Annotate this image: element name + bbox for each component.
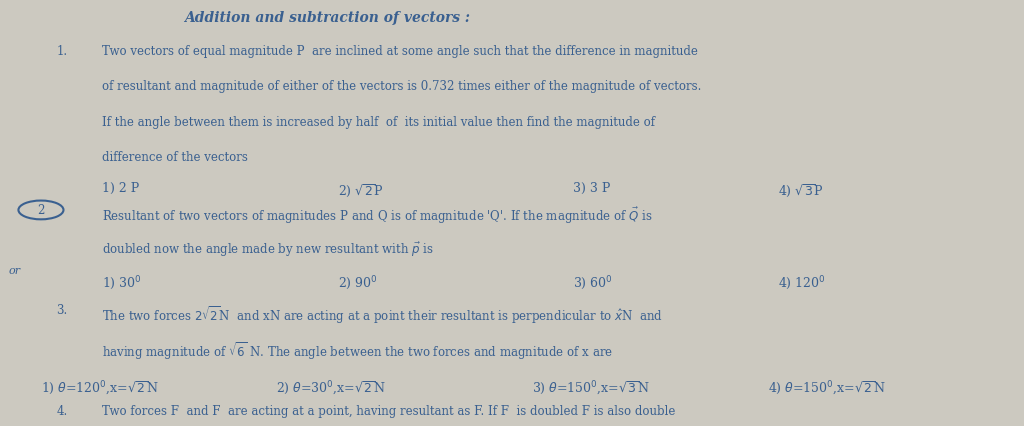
Text: 1) 2 P: 1) 2 P bbox=[102, 182, 139, 195]
Text: 1) 30$^0$: 1) 30$^0$ bbox=[102, 274, 142, 291]
Text: 3) 3 P: 3) 3 P bbox=[573, 182, 610, 195]
Text: 2) 90$^0$: 2) 90$^0$ bbox=[338, 274, 378, 291]
Text: or: or bbox=[8, 265, 20, 275]
Text: having magnitude of $\sqrt{6}$ N. The angle between the two forces and magnitude: having magnitude of $\sqrt{6}$ N. The an… bbox=[102, 339, 613, 361]
Text: Two forces F  and F  are acting at a point, having resultant as F. If F  is doub: Two forces F and F are acting at a point… bbox=[102, 404, 676, 417]
Text: 4) 120$^0$: 4) 120$^0$ bbox=[778, 274, 826, 291]
Text: 3) 60$^0$: 3) 60$^0$ bbox=[573, 274, 613, 291]
Text: 2) $\theta$=30$^0$,x=$\sqrt{2}$N: 2) $\theta$=30$^0$,x=$\sqrt{2}$N bbox=[276, 379, 386, 396]
Text: Two vectors of equal magnitude P  are inclined at some angle such that the diffe: Two vectors of equal magnitude P are inc… bbox=[102, 45, 698, 58]
Text: 3) $\theta$=150$^0$,x=$\sqrt{3}$N: 3) $\theta$=150$^0$,x=$\sqrt{3}$N bbox=[532, 379, 650, 396]
Text: doubled now the angle made by new resultant with $\vec{p}$ is: doubled now the angle made by new result… bbox=[102, 241, 434, 259]
Text: 2: 2 bbox=[37, 204, 45, 217]
Text: 2) $\sqrt{2}$P: 2) $\sqrt{2}$P bbox=[338, 182, 384, 199]
Text: 4) $\sqrt{3}$P: 4) $\sqrt{3}$P bbox=[778, 182, 824, 199]
Text: 1) $\theta$=120$^0$,x=$\sqrt{2}$N: 1) $\theta$=120$^0$,x=$\sqrt{2}$N bbox=[41, 379, 159, 396]
Text: Addition and subtraction of vectors :: Addition and subtraction of vectors : bbox=[184, 11, 470, 25]
Text: 4.: 4. bbox=[56, 404, 68, 417]
Text: If the angle between them is increased by half  of  its initial value then find : If the angle between them is increased b… bbox=[102, 115, 655, 128]
Text: difference of the vectors: difference of the vectors bbox=[102, 151, 248, 164]
Text: 3.: 3. bbox=[56, 304, 68, 317]
Text: The two forces $2\sqrt{2}$N  and xN are acting at a point their resultant is per: The two forces $2\sqrt{2}$N and xN are a… bbox=[102, 304, 664, 325]
Text: Resultant of two vectors of magnitudes P and Q is of magnitude 'Q'. If the magni: Resultant of two vectors of magnitudes P… bbox=[102, 205, 653, 225]
Text: of resultant and magnitude of either of the vectors is 0.732 times either of the: of resultant and magnitude of either of … bbox=[102, 80, 701, 93]
Text: 4) $\theta$=150$^0$,x=$\sqrt{2}$N: 4) $\theta$=150$^0$,x=$\sqrt{2}$N bbox=[768, 379, 886, 396]
Text: 1.: 1. bbox=[56, 45, 68, 58]
